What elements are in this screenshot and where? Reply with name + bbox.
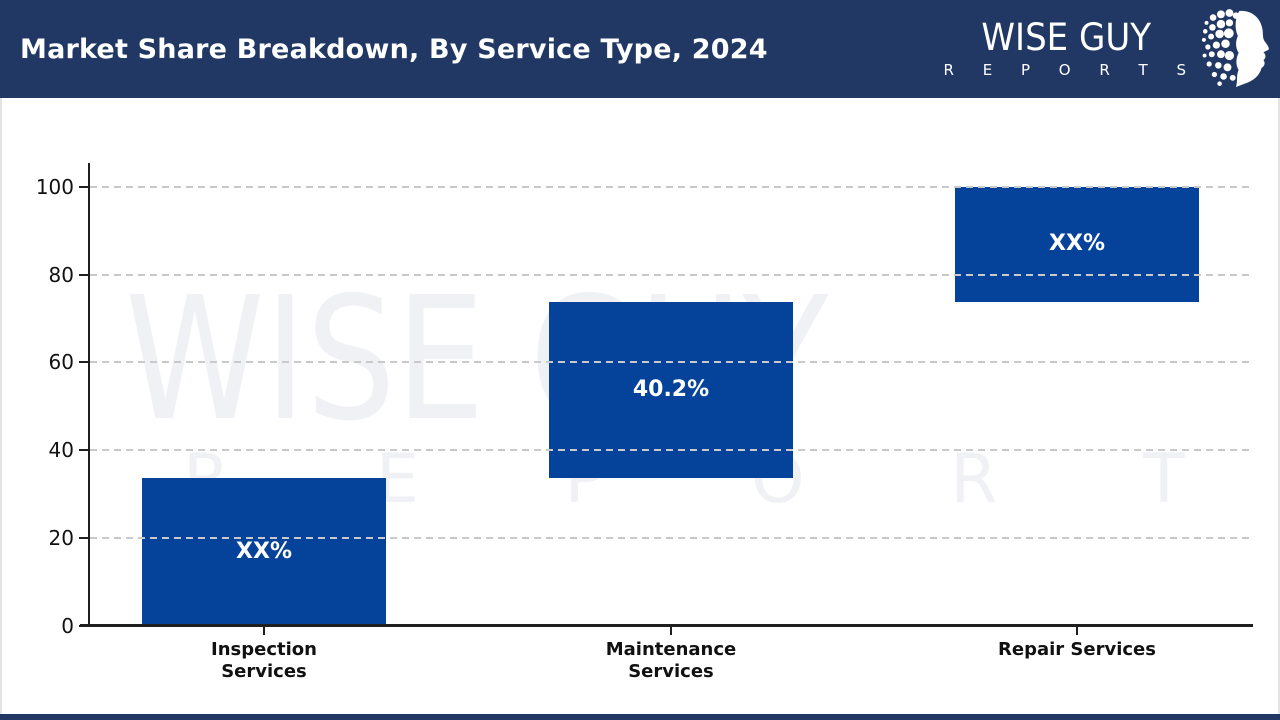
page-title: Market Share Breakdown, By Service Type,… — [20, 33, 768, 65]
logo-subtext: R E P O R T S — [943, 61, 1198, 79]
wiseguy-head-icon — [1201, 9, 1269, 87]
chart-region — [0, 98, 1280, 714]
wiseguy-logo: WISE GUY R E P O R T S — [934, 4, 1272, 94]
header: Market Share Breakdown, By Service Type,… — [0, 0, 1280, 98]
logo-text: WISE GUY R E P O R T S — [934, 18, 1198, 80]
footer-bar — [0, 714, 1280, 720]
logo-wordmark: WISE GUY — [980, 16, 1151, 59]
